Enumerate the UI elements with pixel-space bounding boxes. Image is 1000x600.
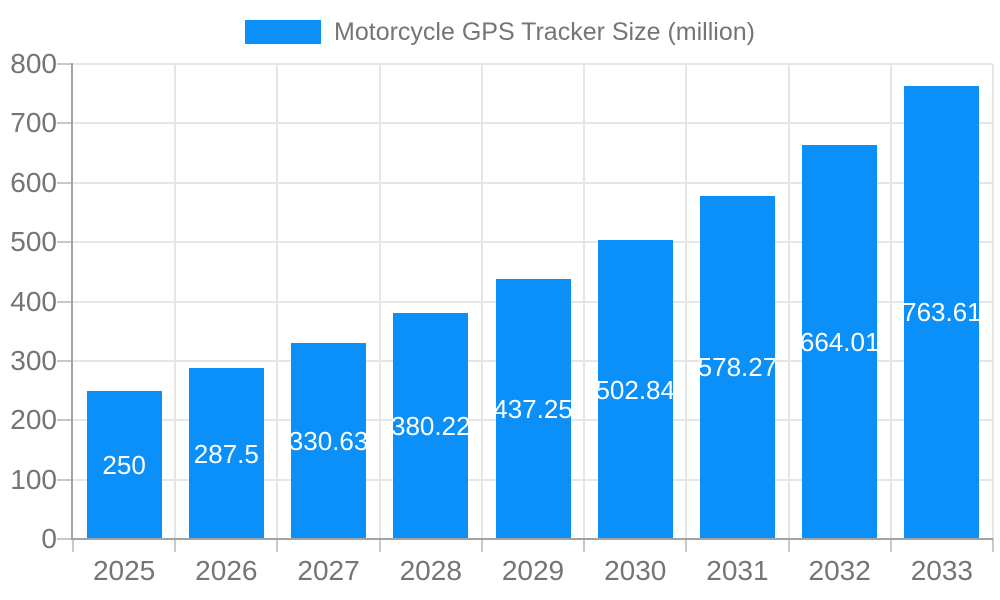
y-tick-label: 500 [10, 226, 57, 258]
v-gridline [685, 64, 688, 539]
legend-title: Motorcycle GPS Tracker Size (million) [334, 18, 755, 46]
bar-value-label: 330.63 [288, 425, 369, 456]
h-gridline [73, 241, 993, 244]
bar: 330.63 [288, 342, 369, 539]
y-tick-label: 800 [10, 48, 57, 79]
bar-value-label: 502.84 [595, 374, 675, 405]
y-tick [57, 122, 72, 125]
v-gridline [480, 64, 483, 539]
y-tick-label: 100 [10, 463, 57, 495]
v-gridline [276, 64, 279, 539]
bar: 380.22 [391, 313, 471, 539]
x-tick-label: 2032 [808, 555, 871, 586]
x-tick [378, 539, 381, 552]
v-gridline [992, 64, 994, 539]
x-tick-label: 2026 [195, 555, 258, 586]
h-gridline [73, 122, 993, 125]
y-axis-line [71, 63, 73, 539]
y-tick-label: 700 [10, 107, 57, 139]
x-tick-label: 2031 [706, 555, 769, 586]
bar: 763.61 [902, 85, 982, 539]
bar-value-label: 763.61 [902, 297, 982, 328]
bar-value-label: 437.25 [493, 394, 573, 425]
v-gridline [787, 64, 790, 539]
x-tick-label: 2029 [501, 555, 565, 586]
y-tick [57, 300, 72, 303]
y-tick [57, 538, 72, 540]
legend-swatch [245, 20, 322, 44]
y-tick-label: 600 [10, 166, 57, 198]
bar: 250 [86, 390, 162, 539]
bar: 664.01 [799, 144, 880, 539]
y-tick-label: 0 [41, 523, 57, 554]
h-gridline [73, 181, 993, 184]
x-tick-label: 2025 [92, 555, 156, 586]
bar-value-label: 380.22 [391, 411, 471, 442]
bar: 437.25 [493, 279, 573, 539]
x-tick-label: 2033 [910, 555, 974, 586]
bar-value-label: 287.5 [193, 438, 259, 469]
y-tick-label: 400 [10, 285, 57, 317]
y-tick-label: 300 [10, 344, 57, 376]
v-gridline [889, 64, 892, 539]
y-tick [57, 63, 72, 65]
bar-value-label: 250 [102, 449, 146, 480]
plot-area: 250 287.5 330.63 380.22 437.25 502.84 578.27 66… [73, 63, 994, 539]
x-tick [889, 539, 892, 552]
x-tick [992, 539, 994, 552]
x-tick [583, 539, 586, 552]
x-tick-label: 2027 [297, 555, 360, 586]
y-tick [57, 181, 72, 184]
legend[interactable]: Motorcycle GPS Tracker Size (million) [0, 17, 1000, 47]
v-gridline [174, 64, 177, 539]
v-gridline [583, 64, 586, 539]
x-tick [276, 539, 279, 552]
bar-value-label: 664.01 [799, 326, 880, 357]
x-tick [480, 539, 483, 552]
bar: 578.27 [697, 195, 778, 539]
x-tick [787, 539, 790, 552]
bar: 502.84 [595, 240, 675, 539]
x-tick [685, 539, 688, 552]
y-tick [57, 241, 72, 244]
x-axis-line [71, 538, 993, 540]
y-tick [57, 419, 72, 422]
x-tick [174, 539, 177, 552]
x-tick [72, 539, 74, 552]
x-tick-label: 2030 [604, 555, 667, 586]
bar-value-label: 578.27 [697, 352, 778, 383]
v-gridline [378, 64, 381, 539]
y-tick [57, 359, 72, 362]
y-tick-label: 200 [10, 404, 57, 436]
y-tick [57, 478, 72, 481]
h-gridline [73, 63, 993, 65]
bar: 287.5 [188, 368, 264, 539]
x-tick-label: 2028 [399, 555, 462, 586]
